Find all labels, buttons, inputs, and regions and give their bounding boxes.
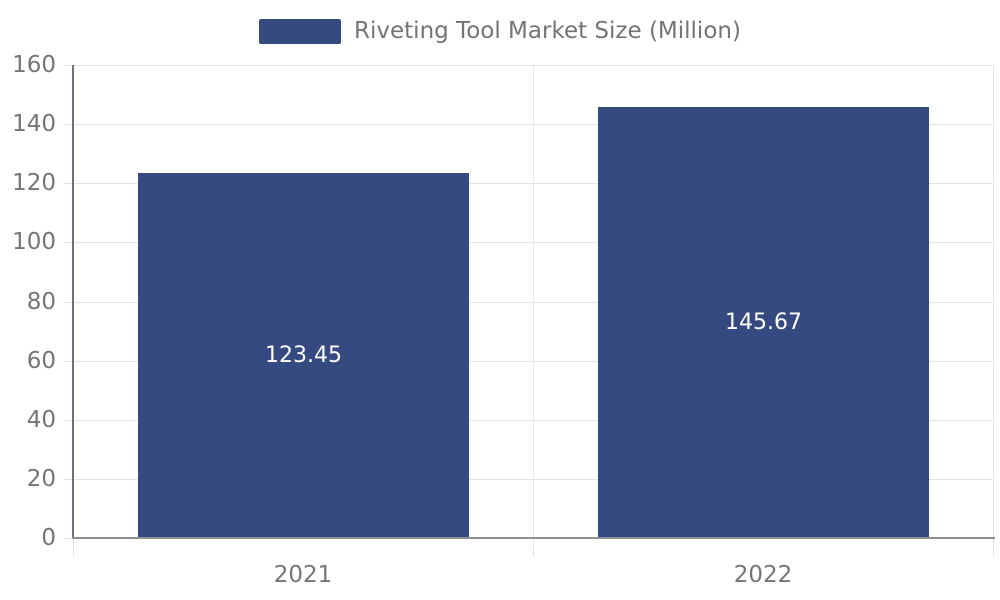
legend-label: Riveting Tool Market Size (Million)	[354, 18, 741, 44]
gridline-y-140	[63, 124, 993, 125]
bar-2022[interactable]	[598, 107, 929, 538]
x-axis-line	[72, 537, 995, 539]
legend: Riveting Tool Market Size (Million)	[0, 0, 1000, 62]
category-split-line	[533, 65, 534, 557]
y-tick-label: 160	[12, 52, 56, 78]
legend-color-swatch	[259, 18, 342, 44]
gridline-y-80	[63, 302, 993, 303]
y-tick-label: 40	[26, 407, 56, 433]
x-tick-label: 2022	[733, 562, 793, 588]
y-tick-label: 0	[41, 525, 56, 551]
gridline-y-100	[63, 242, 993, 243]
y-tick-label: 60	[26, 348, 56, 374]
gridline-y-120	[63, 183, 993, 184]
gridline-y-40	[63, 420, 993, 421]
y-tick-label: 120	[12, 170, 56, 196]
x-tick-label: 2021	[273, 562, 333, 588]
y-tick-label: 80	[26, 289, 56, 315]
y-tick-label: 100	[12, 229, 56, 255]
y-tick-label: 20	[26, 466, 56, 492]
bar-value-label: 123.45	[265, 343, 342, 368]
bar-value-label: 145.67	[725, 310, 802, 335]
legend-item[interactable]: Riveting Tool Market Size (Million)	[259, 18, 741, 44]
plot-right-border	[993, 65, 994, 557]
x-axis-tick-left	[73, 538, 74, 557]
gridline-y-60	[63, 361, 993, 362]
y-axis-line	[72, 65, 74, 538]
gridline-y-160	[63, 65, 993, 66]
gridline-y-20	[63, 479, 993, 480]
y-tick-label: 140	[12, 111, 56, 137]
bar-2021[interactable]	[138, 173, 469, 538]
